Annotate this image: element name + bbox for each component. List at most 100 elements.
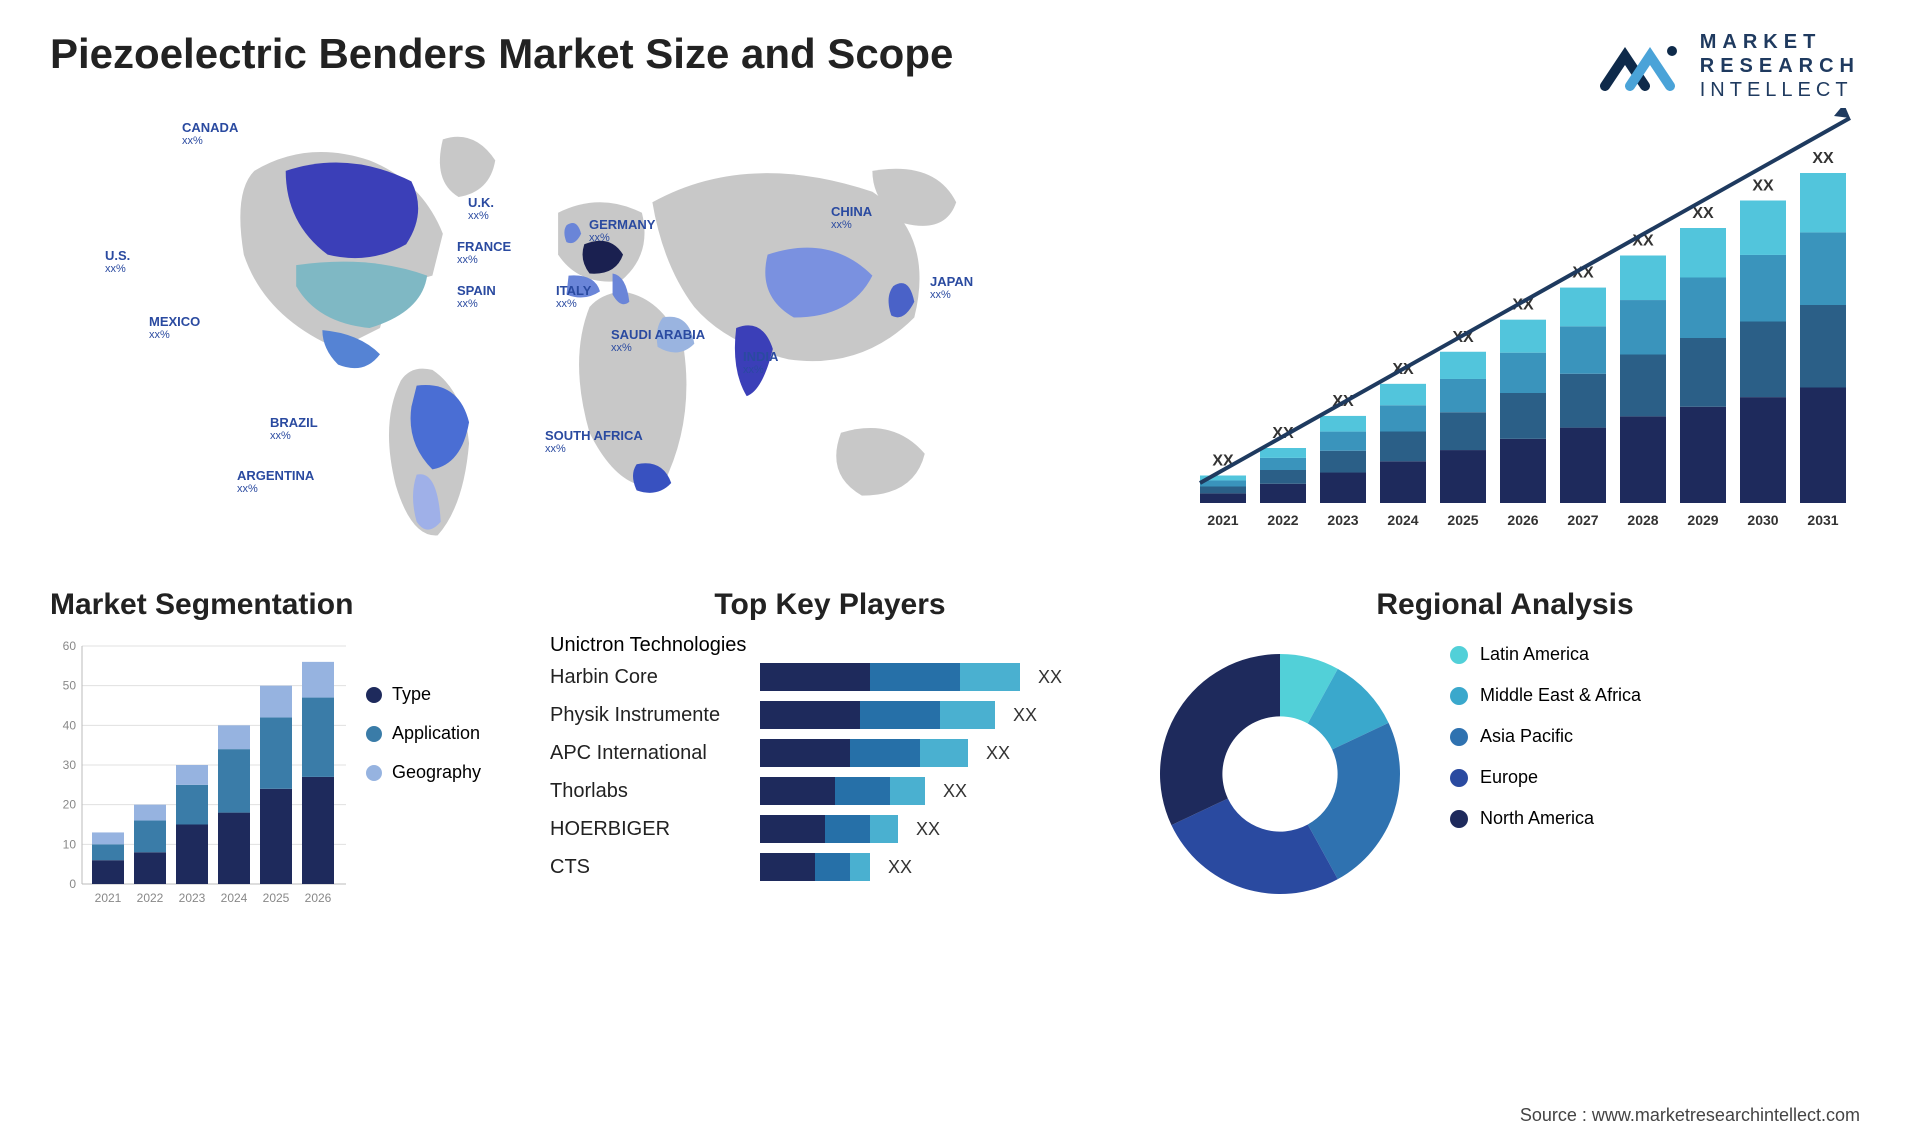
player-bar-segment xyxy=(760,701,860,729)
player-bar-segment xyxy=(960,663,1020,691)
player-bar-segment xyxy=(940,701,995,729)
player-row: APC InternationalXX xyxy=(550,739,1110,767)
player-bar xyxy=(760,815,898,843)
player-name: Thorlabs xyxy=(550,780,750,803)
player-bar-segment xyxy=(835,777,890,805)
player-row: Harbin Core XX xyxy=(550,663,1110,691)
svg-text:XX: XX xyxy=(1752,178,1774,195)
player-name: APC International xyxy=(550,742,750,765)
player-row: Physik InstrumenteXX xyxy=(550,701,1110,729)
regional-section: Regional Analysis Latin America Middle Ea… xyxy=(1140,588,1870,914)
map-label: FRANCExx% xyxy=(457,240,511,266)
segmentation-chart: 0102030405060202120222023202420252026 xyxy=(50,634,350,914)
player-row: HOERBIGER XX xyxy=(550,815,1110,843)
player-bar-segment xyxy=(850,739,920,767)
regional-legend-item: Middle East & Africa xyxy=(1450,685,1641,706)
segmentation-legend-item: Application xyxy=(366,723,481,744)
player-bar-segment xyxy=(870,815,898,843)
player-row: Thorlabs XX xyxy=(550,777,1110,805)
map-label: BRAZILxx% xyxy=(270,416,318,442)
svg-text:XX: XX xyxy=(1692,205,1714,222)
svg-text:2026: 2026 xyxy=(1507,512,1538,528)
segmentation-legend: Type Application Geography xyxy=(366,634,481,914)
svg-text:40: 40 xyxy=(63,718,77,732)
regional-legend-item: Asia Pacific xyxy=(1450,726,1641,747)
svg-text:0: 0 xyxy=(69,877,76,891)
svg-text:2021: 2021 xyxy=(95,891,122,905)
player-value: XX xyxy=(916,819,940,840)
growth-svg: 2021XX2022XX2023XX2024XX2025XX2026XX2027… xyxy=(1190,108,1870,538)
map-label: U.S.xx% xyxy=(105,249,130,275)
map-label: SOUTH AFRICAxx% xyxy=(545,429,643,455)
player-bar-segment xyxy=(860,701,940,729)
legend-label: North America xyxy=(1480,808,1594,829)
svg-text:2022: 2022 xyxy=(137,891,164,905)
legend-label: Latin America xyxy=(1480,644,1589,665)
top-row: CANADAxx%U.S.xx%MEXICOxx%BRAZILxx%ARGENT… xyxy=(50,108,1870,548)
legend-label: Geography xyxy=(392,762,481,783)
map-label: U.K.xx% xyxy=(468,196,494,222)
legend-label: Europe xyxy=(1480,767,1538,788)
player-bar-segment xyxy=(760,777,835,805)
logo-text: MARKET RESEARCH INTELLECT xyxy=(1700,30,1860,102)
regional-title: Regional Analysis xyxy=(1140,588,1870,622)
player-bar xyxy=(760,739,968,767)
player-bar-segment xyxy=(760,663,870,691)
legend-label: Type xyxy=(392,684,431,705)
svg-text:2029: 2029 xyxy=(1687,512,1718,528)
player-bar xyxy=(760,701,995,729)
map-label: CANADAxx% xyxy=(182,121,238,147)
map-label: JAPANxx% xyxy=(930,275,973,301)
player-name: Harbin Core xyxy=(550,666,750,689)
player-value: XX xyxy=(1038,667,1062,688)
players-subtitle: Unictron Technologies xyxy=(550,634,1110,657)
player-value: XX xyxy=(943,781,967,802)
map-label: INDIAxx% xyxy=(743,350,778,376)
player-row: CTSXX xyxy=(550,853,1110,881)
world-map: CANADAxx%U.S.xx%MEXICOxx%BRAZILxx%ARGENT… xyxy=(50,108,1150,548)
svg-text:50: 50 xyxy=(63,679,77,693)
map-svg xyxy=(50,108,1150,548)
source-text: Source : www.marketresearchintellect.com xyxy=(1520,1105,1860,1126)
players-section: Top Key Players Unictron Technologies Ha… xyxy=(550,588,1110,914)
svg-text:2028: 2028 xyxy=(1627,512,1658,528)
legend-label: Asia Pacific xyxy=(1480,726,1573,747)
svg-text:2027: 2027 xyxy=(1567,512,1598,528)
segmentation-legend-item: Geography xyxy=(366,762,481,783)
legend-dot-icon xyxy=(366,765,382,781)
svg-text:2025: 2025 xyxy=(263,891,290,905)
segmentation-legend-item: Type xyxy=(366,684,481,705)
legend-label: Application xyxy=(392,723,480,744)
logo-line1: MARKET xyxy=(1700,30,1860,54)
players-list: Harbin CoreXXPhysik InstrumenteXXAPC Int… xyxy=(550,663,1110,881)
player-bar-segment xyxy=(920,739,968,767)
segmentation-title: Market Segmentation xyxy=(50,588,520,622)
segmentation-section: Market Segmentation 0 10 20 30 40 50 60 2021 202… xyxy=(50,588,520,914)
bottom-row: Market Segmentation 0 10 20 30 40 50 60 2021 202… xyxy=(50,588,1870,914)
map-label: MEXICOxx% xyxy=(149,315,200,341)
player-bar-segment xyxy=(760,739,850,767)
regional-legend-item: North America xyxy=(1450,808,1641,829)
svg-text:2022: 2022 xyxy=(1267,512,1298,528)
growth-chart: 2021XX2022XX2023XX2024XX2025XX2026XX2027… xyxy=(1190,108,1870,548)
player-name: Physik Instrumente xyxy=(550,704,750,727)
legend-dot-icon xyxy=(366,726,382,742)
svg-text:2031: 2031 xyxy=(1807,512,1838,528)
player-value: XX xyxy=(888,857,912,878)
svg-text:20: 20 xyxy=(63,798,77,812)
map-label: GERMANYxx% xyxy=(589,218,655,244)
player-bar-segment xyxy=(815,853,850,881)
page-title: Piezoelectric Benders Market Size and Sc… xyxy=(50,30,1870,78)
svg-text:30: 30 xyxy=(63,758,77,772)
svg-text:10: 10 xyxy=(63,837,77,851)
map-label: ITALYxx% xyxy=(556,284,591,310)
svg-text:2024: 2024 xyxy=(1387,512,1418,528)
svg-text:60: 60 xyxy=(63,639,77,653)
player-name: HOERBIGER xyxy=(550,818,750,841)
player-bar-segment xyxy=(760,853,815,881)
player-bar-segment xyxy=(870,663,960,691)
player-bar-segment xyxy=(760,815,825,843)
player-bar-segment xyxy=(850,853,870,881)
map-label: CHINAxx% xyxy=(831,205,872,231)
regional-legend-item: Europe xyxy=(1450,767,1641,788)
